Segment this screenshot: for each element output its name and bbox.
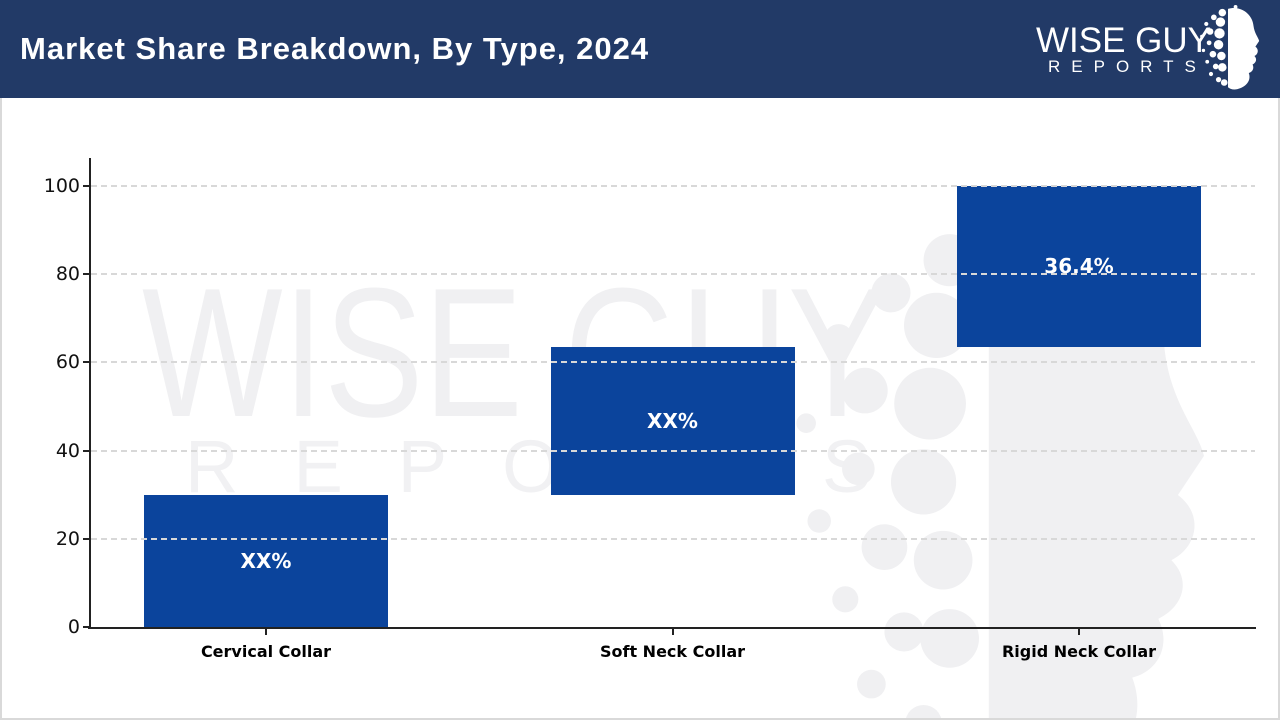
header-bar: Market Share Breakdown, By Type, 2024 WI… [0, 0, 1280, 98]
x-category-label: Soft Neck Collar [599, 642, 746, 661]
gridline [91, 273, 1255, 276]
page-title: Market Share Breakdown, By Type, 2024 [20, 31, 650, 66]
logo-face-icon [1200, 5, 1260, 90]
x-tick-mark [1078, 628, 1080, 635]
y-tick-label: 100 [43, 175, 80, 197]
gridline [91, 361, 1255, 364]
gridline [91, 537, 1255, 540]
bar [957, 186, 1201, 347]
watermark-face [796, 208, 1204, 718]
y-tick-label: 20 [55, 527, 80, 550]
brand-logo: WISE GUY REPORTS [1036, 0, 1272, 98]
y-axis-line [89, 158, 91, 628]
bar [550, 346, 795, 495]
logo-wordmark: WISE GUY [1036, 21, 1212, 60]
gridline [91, 185, 1255, 187]
y-tick-mark [83, 273, 90, 276]
bar-value-label: 36.4% [1044, 254, 1114, 279]
x-tick-mark [671, 628, 674, 635]
y-tick-label: 80 [55, 263, 80, 286]
y-tick-mark [83, 449, 90, 452]
gridline [91, 449, 1255, 452]
y-tick-label: 40 [55, 439, 80, 462]
y-tick-mark [83, 626, 90, 628]
x-category-label: Rigid Neck Collar [1001, 642, 1157, 661]
y-tick-mark [83, 537, 90, 540]
y-tick-mark [83, 185, 90, 187]
y-tick-mark [83, 361, 90, 364]
y-tick-label: 0 [67, 616, 80, 638]
bar [144, 494, 388, 627]
logo-subtitle: REPORTS [1048, 57, 1207, 76]
x-category-label: Cervical Collar [200, 642, 332, 661]
chart-area: WISE GUY REPORTS 020406080100XX%Cervical… [0, 98, 1280, 720]
y-tick-label: 60 [55, 351, 80, 374]
x-tick-mark [265, 628, 267, 635]
bar-value-label: XX% [240, 548, 292, 573]
plot-area: 0 20 40 60 80 100 XX% Cervical Collar XX% Soft Ne… [2, 98, 1278, 718]
bar-value-label: XX% [647, 408, 698, 433]
